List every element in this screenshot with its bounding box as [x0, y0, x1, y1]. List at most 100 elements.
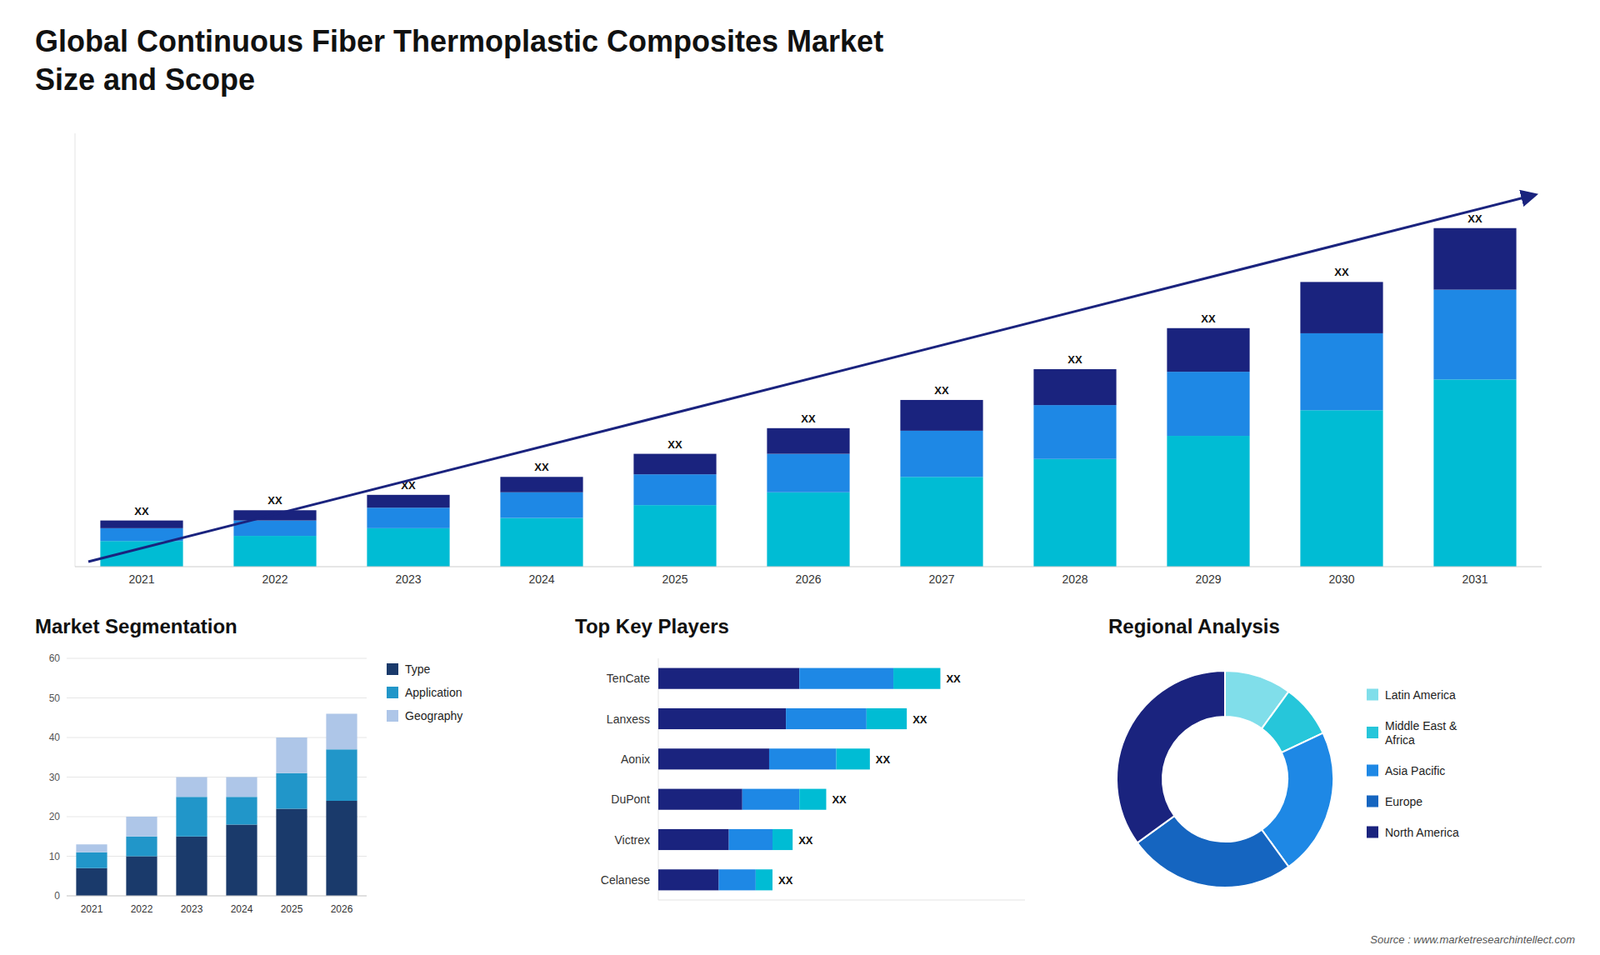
bar-segment: [1033, 459, 1116, 567]
x-tick-label: 2029: [1195, 572, 1221, 586]
x-tick-label: 2022: [261, 572, 288, 586]
plot-marks: [75, 714, 357, 897]
bar-segment: [1166, 435, 1250, 567]
bar-segment: [225, 825, 257, 897]
bar-segment: [633, 454, 716, 475]
bar-segment: [769, 748, 837, 770]
bar-segment: [1033, 405, 1116, 460]
y-tick-label: 60: [49, 652, 61, 665]
x-tick-label: 2030: [1328, 572, 1355, 586]
y-tick-label: 50: [49, 692, 61, 705]
x-tick-label: 2025: [661, 572, 688, 586]
bar-segment: [658, 829, 730, 850]
bar-segment: [900, 400, 983, 431]
bar-segment: [633, 474, 716, 505]
x-axis-line: [75, 566, 1542, 568]
page-title: Global Continuous Fiber Thermoplastic Co…: [35, 24, 884, 59]
plot-marks: [658, 668, 940, 891]
bar-segment: [1300, 333, 1383, 410]
x-axis-line: [66, 895, 367, 897]
bar-segment: [719, 869, 756, 890]
bar-segment: [766, 428, 850, 455]
bar-segment: [766, 492, 850, 567]
section-title: Regional Analysis: [1108, 615, 1280, 638]
bar-segment: [366, 507, 450, 529]
y-tick-label: TenCate: [606, 671, 650, 685]
bar-segment: [658, 708, 786, 730]
bar-segment: [658, 789, 743, 810]
bar-segment: [729, 829, 773, 850]
page-canvas: Global Continuous Fiber Thermoplastic Co…: [0, 0, 1600, 955]
bar-segment: [772, 829, 793, 850]
text-line: Africa: [1385, 733, 1415, 747]
grid-line: [66, 855, 367, 857]
y-tick-label: 0: [54, 890, 60, 902]
bar-segment: [175, 836, 207, 896]
data-label: XX: [912, 713, 928, 726]
bar-segment: [175, 796, 207, 837]
bar-segment: [785, 708, 867, 730]
chart-2: XXXXXXXXXXXXTenCateLanxessAonixDuPontVic…: [600, 658, 1025, 900]
x-tick-label: 2023: [180, 903, 204, 915]
data-label: XX: [1067, 353, 1083, 366]
x-tick-label: 2021: [80, 903, 104, 915]
bar-segment: [755, 869, 773, 890]
bar-segment: [125, 816, 157, 837]
bar-segment: [75, 844, 107, 853]
legend-swatch: [1366, 689, 1379, 701]
bar-segment: [366, 528, 450, 567]
x-tick-label: 2026: [330, 903, 354, 915]
bar-segment: [225, 777, 257, 798]
x-axis-line: [658, 900, 1025, 901]
bar-segment: [125, 836, 157, 857]
legend-swatch: [1366, 795, 1379, 808]
bar-segment: [75, 852, 107, 869]
y-tick-label: 20: [49, 810, 61, 823]
bar-segment: [500, 518, 583, 567]
bar-segment: [658, 869, 720, 890]
y-tick-label: 30: [49, 771, 61, 784]
bar-segment: [742, 789, 800, 810]
data-label: XX: [667, 438, 683, 451]
data-label: XX: [267, 494, 283, 507]
legend-label: Type: [405, 662, 431, 676]
y-tick-label: Aonix: [620, 752, 650, 766]
bar-segment: [1433, 379, 1516, 567]
x-tick-label: 2028: [1061, 572, 1088, 586]
donut-slice: [1116, 670, 1225, 843]
bar-segment: [100, 540, 183, 567]
grid-line: [66, 895, 367, 897]
bar-segment: [1166, 328, 1250, 372]
x-tick-label: 2023: [395, 572, 421, 586]
data-label: XX: [945, 672, 961, 685]
data-label: XX: [1200, 312, 1216, 325]
source-note: Source : www.marketresearchintellect.com: [1370, 933, 1575, 946]
text-line: Middle East &: [1385, 719, 1458, 733]
bar-segment: [500, 492, 583, 519]
data-label: XX: [798, 834, 814, 847]
bar-segment: [175, 777, 207, 798]
bar-segment: [275, 773, 307, 810]
legend-label: Asia Pacific: [1385, 764, 1445, 778]
bar-segment: [100, 528, 183, 541]
bar-segment: [900, 476, 983, 567]
trend-arrow: [88, 195, 1535, 562]
y-tick-label: Lanxess: [606, 712, 650, 726]
bar-segment: [125, 856, 157, 897]
y-axis-line: [658, 658, 660, 900]
bar-segment: [325, 749, 357, 801]
section-title: Market Segmentation: [35, 615, 238, 638]
data-label: XX: [534, 460, 550, 474]
chart-3: Latin AmericaMiddle East &AfricaAsia Pac…: [1116, 670, 1460, 888]
x-tick-label: 2021: [128, 572, 155, 586]
x-tick-label: 2031: [1461, 572, 1488, 586]
grid-line: [66, 697, 367, 699]
x-tick-label: 2024: [230, 903, 254, 915]
bar-segment: [799, 668, 894, 690]
bar-segment: [325, 714, 357, 750]
bar-segment: [100, 520, 183, 529]
section-title: Top Key Players: [575, 615, 730, 638]
data-label: XX: [778, 874, 794, 887]
bar-segment: [900, 430, 983, 477]
data-label: XX: [875, 753, 891, 766]
